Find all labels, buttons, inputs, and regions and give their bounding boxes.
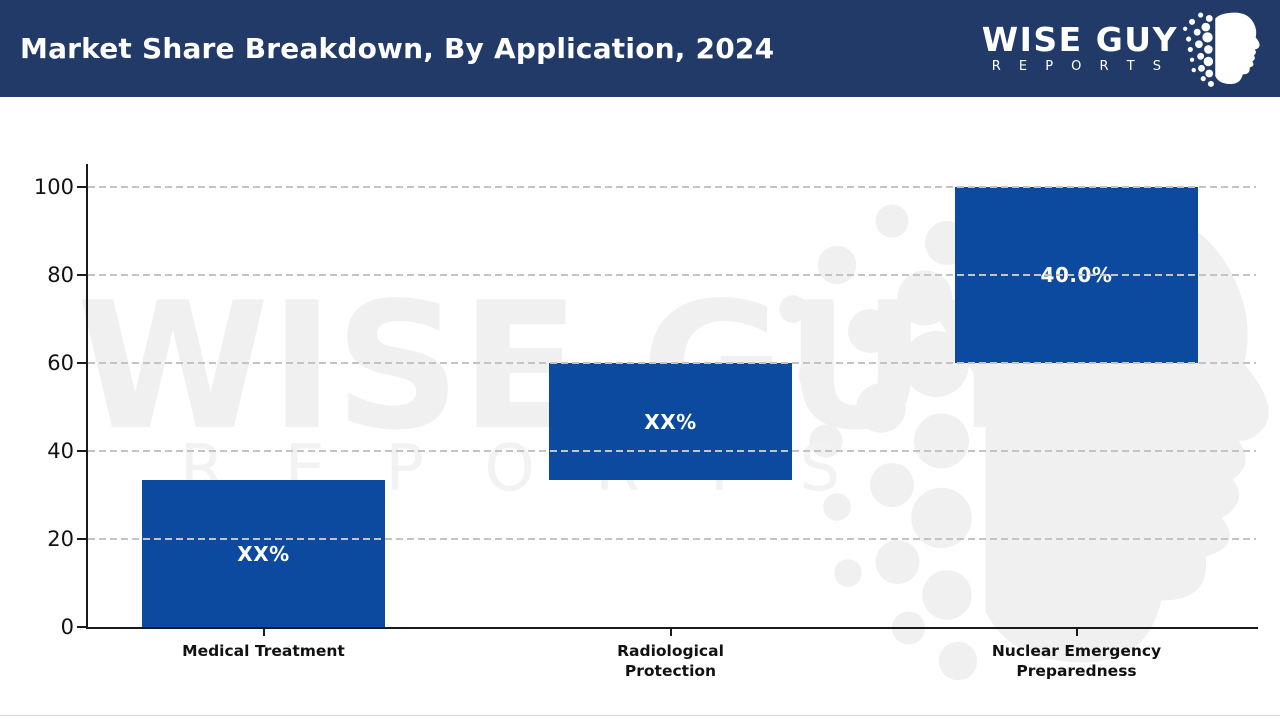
logo-text: WISE GUY R E P O R T S	[982, 22, 1178, 75]
y-axis-tick-label: 60	[47, 351, 74, 375]
y-axis-tick	[77, 626, 87, 628]
x-axis-category-label: Medical Treatment	[104, 641, 424, 661]
y-axis-tick-label: 80	[47, 263, 74, 287]
category-label-line: Protection	[624, 662, 717, 680]
x-axis-tick	[1075, 629, 1078, 636]
gridline	[88, 362, 1256, 364]
y-axis-tick	[77, 362, 87, 364]
x-axis-line	[86, 627, 1258, 629]
bar-value-label: XX%	[237, 541, 290, 566]
gridline	[88, 538, 1256, 540]
header: Market Share Breakdown, By Application, …	[0, 0, 1280, 97]
bottom-divider	[0, 715, 1280, 716]
bar-segment: XX%	[549, 363, 792, 481]
logo-face-icon	[1183, 11, 1260, 87]
y-axis-tick	[77, 538, 87, 540]
gridline	[88, 186, 1256, 188]
bar-segment: XX%	[142, 480, 385, 627]
category-label-line: Preparedness	[1016, 662, 1137, 680]
category-label-line: Radiological	[617, 642, 724, 660]
x-axis-category-label: Radiological Protection	[511, 641, 831, 681]
x-axis-category-label: Nuclear Emergency Preparedness	[917, 641, 1237, 681]
logo-wordmark: WISE GUY	[981, 20, 1178, 59]
y-axis-tick-label: 40	[47, 439, 74, 463]
gridline	[88, 450, 1256, 452]
gridline	[88, 274, 1256, 276]
y-axis-tick-label: 0	[60, 615, 74, 639]
bar-value-label: XX%	[644, 409, 697, 434]
y-axis-tick	[77, 450, 87, 452]
category-label-line: Medical Treatment	[182, 642, 345, 660]
y-axis-tick	[77, 186, 87, 188]
x-axis-tick	[669, 629, 672, 636]
category-label-line: Nuclear Emergency	[991, 642, 1162, 660]
y-axis-tick-label: 20	[47, 527, 74, 551]
y-axis-tick-label: 100	[33, 175, 74, 199]
x-axis-tick	[262, 629, 265, 636]
logo: WISE GUY R E P O R T S	[982, 8, 1266, 90]
y-axis-line	[86, 164, 88, 629]
y-axis-tick	[77, 274, 87, 276]
page-title: Market Share Breakdown, By Application, …	[20, 32, 775, 65]
logo-subtitle: R E P O R T S	[991, 59, 1169, 74]
